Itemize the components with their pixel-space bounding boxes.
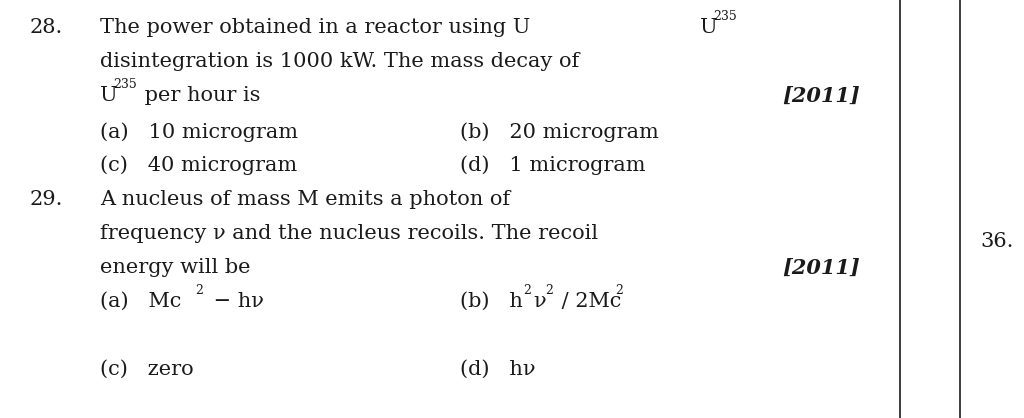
Text: (c)   40 microgram: (c) 40 microgram	[100, 155, 297, 175]
Text: (a)   Mc: (a) Mc	[100, 292, 181, 311]
Text: 2: 2	[523, 284, 530, 297]
Text: (b)   h: (b) h	[460, 292, 523, 311]
Text: 29.: 29.	[30, 190, 63, 209]
Text: 235: 235	[713, 10, 736, 23]
Text: 235: 235	[113, 78, 137, 91]
Text: A nucleus of mass M emits a photon of: A nucleus of mass M emits a photon of	[100, 190, 510, 209]
Text: / 2Mc: / 2Mc	[555, 292, 622, 311]
Text: 2: 2	[195, 284, 203, 297]
Text: 28.: 28.	[30, 18, 63, 37]
Text: 2: 2	[615, 284, 623, 297]
Text: U: U	[100, 86, 118, 105]
Text: (c)   zero: (c) zero	[100, 360, 194, 379]
Text: per hour is: per hour is	[138, 86, 260, 105]
Text: (a)   10 microgram: (a) 10 microgram	[100, 122, 298, 142]
Text: The power obtained in a reactor using U: The power obtained in a reactor using U	[100, 18, 530, 37]
Text: frequency ν and the nucleus recoils. The recoil: frequency ν and the nucleus recoils. The…	[100, 224, 598, 243]
Text: 2: 2	[545, 284, 553, 297]
Text: [2011]: [2011]	[782, 86, 860, 106]
Text: energy will be: energy will be	[100, 258, 251, 277]
Text: − hν: − hν	[207, 292, 264, 311]
Text: (d)   hν: (d) hν	[460, 360, 536, 379]
Text: (d)   1 microgram: (d) 1 microgram	[460, 155, 645, 175]
Text: U: U	[700, 18, 718, 37]
Text: (b)   20 microgram: (b) 20 microgram	[460, 122, 658, 142]
Text: [2011]: [2011]	[782, 258, 860, 278]
Text: disintegration is 1000 kW. The mass decay of: disintegration is 1000 kW. The mass deca…	[100, 52, 580, 71]
Text: ν: ν	[534, 292, 546, 311]
Text: 36.: 36.	[980, 232, 1014, 251]
